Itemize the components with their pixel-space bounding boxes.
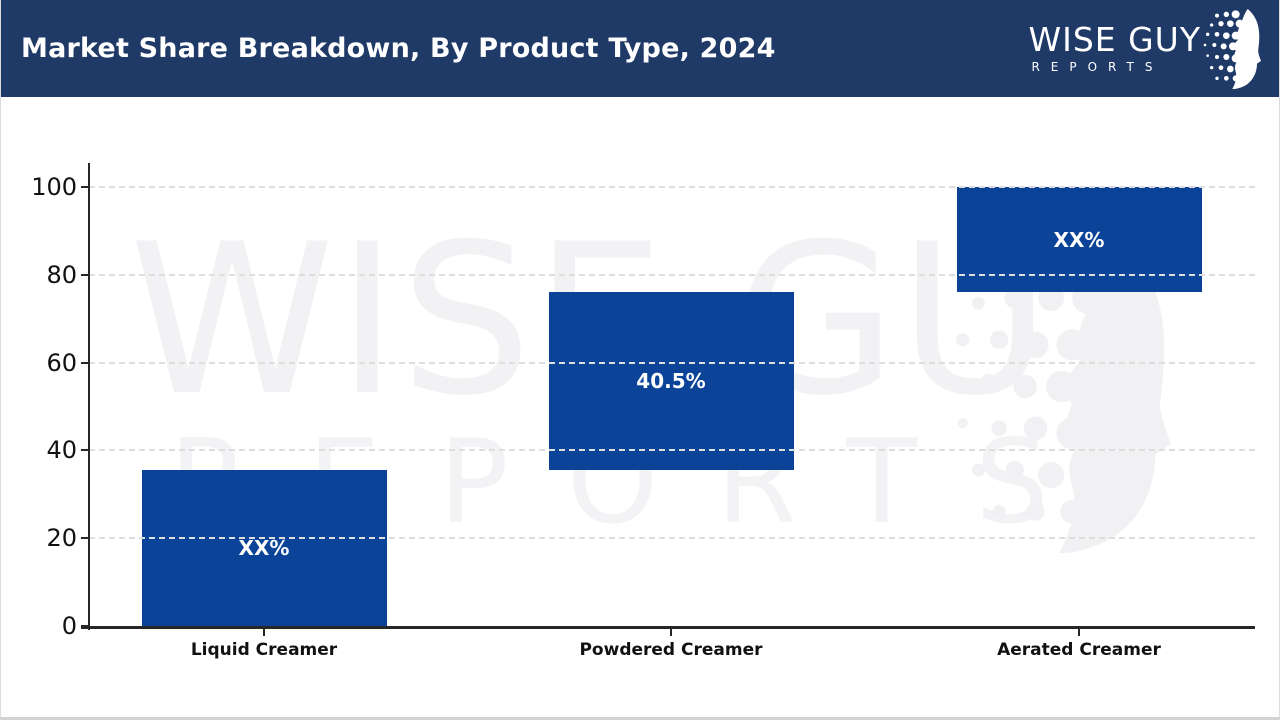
- y-tick-40: [81, 449, 89, 452]
- bar-value-label: 40.5%: [636, 369, 706, 394]
- gridline-100: [89, 186, 1255, 188]
- x-tick-1: [263, 628, 265, 636]
- x-category-label: Powdered Creamer: [579, 640, 763, 660]
- y-tick-80: [81, 273, 89, 276]
- y-tick-label-20: 20: [46, 524, 77, 553]
- y-tick-label-100: 100: [31, 173, 77, 201]
- gridline-60: [89, 361, 1255, 364]
- header-banner: Market Share Breakdown, By Product Type,…: [1, 0, 1279, 97]
- bar-value-label: XX%: [238, 536, 290, 561]
- wise-guy-logo: WISE GUY REPORTS: [1028, 8, 1261, 90]
- gridline-20: [89, 537, 1255, 540]
- x-category-label: Liquid Creamer: [190, 640, 338, 660]
- gridline-40: [89, 449, 1255, 452]
- x-axis-line: [81, 626, 1255, 629]
- y-tick-label-80: 80: [46, 260, 77, 289]
- logo-subtitle: REPORTS: [1031, 60, 1164, 74]
- bar-liquid-creamer: XX%: [141, 470, 387, 626]
- x-category-label: Aerated Creamer: [997, 640, 1161, 660]
- bar-value-label: XX%: [1053, 227, 1105, 252]
- y-axis-line: [88, 163, 90, 630]
- bar-aerated-creamer: XX%: [956, 187, 1202, 293]
- y-tick-label-0: 0: [61, 612, 77, 640]
- y-tick-100: [81, 186, 89, 188]
- gridline-80: [89, 273, 1255, 276]
- waterfall-chart: WISE GUY REPORTS XX% 40.5% XX% 0 20 40 60 80 100…: [1, 97, 1279, 717]
- logo-text: WISE GUY REPORTS: [1028, 23, 1201, 74]
- bar-powdered-creamer: 40.5%: [548, 292, 794, 471]
- dot-face-icon: [1197, 8, 1261, 90]
- y-tick-label-60: 60: [46, 348, 77, 377]
- x-tick-3: [1078, 628, 1080, 636]
- y-tick-label-40: 40: [46, 436, 77, 465]
- x-tick-2: [670, 628, 672, 636]
- y-tick-60: [81, 361, 89, 364]
- chart-title: Market Share Breakdown, By Product Type,…: [21, 33, 776, 64]
- logo-wordmark: WISE GUY: [1028, 20, 1201, 59]
- y-tick-20: [81, 537, 89, 540]
